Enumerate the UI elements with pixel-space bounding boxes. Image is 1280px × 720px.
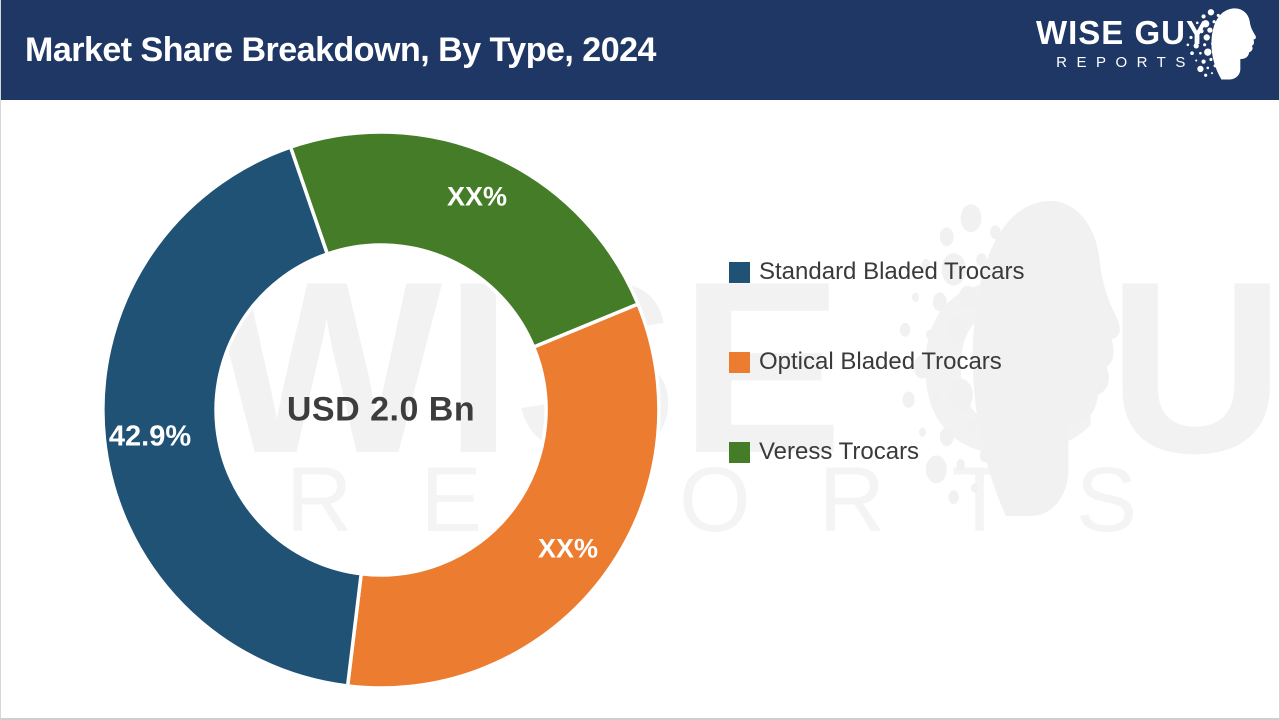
donut-segment-optical-bladed-trocars (345, 302, 661, 690)
chart-legend: Standard Bladed Trocars Optical Bladed T… (729, 258, 1025, 530)
legend-label: Standard Bladed Trocars (759, 258, 1025, 285)
slice-value-standard-bladed-trocars: 42.9% (108, 420, 192, 453)
donut-center-value: USD 2.0 Bn (286, 390, 476, 429)
legend-label: Optical Bladed Trocars (759, 348, 1002, 375)
legend-item-veress-trocars: Veress Trocars (729, 438, 1025, 465)
slice-value-veress-trocars: XX% (446, 181, 508, 212)
donut-segment-veress-trocars (288, 130, 640, 349)
legend-label: Veress Trocars (759, 438, 920, 465)
donut-segment-standard-bladed-trocars (101, 145, 363, 688)
donut-chart: 42.9% XX% XX% USD 2.0 Bn (101, 130, 661, 690)
header-bar: Market Share Breakdown, By Type, 2024 WI… (1, 0, 1279, 100)
slice-value-optical-bladed-trocars: XX% (537, 533, 599, 564)
legend-swatch-blue-icon (729, 261, 750, 283)
legend-swatch-green-icon (729, 441, 750, 463)
legend-item-standard-bladed-trocars: Standard Bladed Trocars (729, 258, 1025, 285)
logo-text: WISE GUY REPORTS (1036, 16, 1209, 71)
logo-subtitle: REPORTS (1056, 54, 1195, 71)
logo-wordmark: WISE GUY (1035, 14, 1209, 51)
page-title: Market Share Breakdown, By Type, 2024 (25, 30, 656, 69)
wise-guy-reports-logo: WISE GUY REPORTS (979, 0, 1279, 100)
legend-item-optical-bladed-trocars: Optical Bladed Trocars (729, 348, 1025, 375)
legend-swatch-orange-icon (729, 351, 750, 373)
